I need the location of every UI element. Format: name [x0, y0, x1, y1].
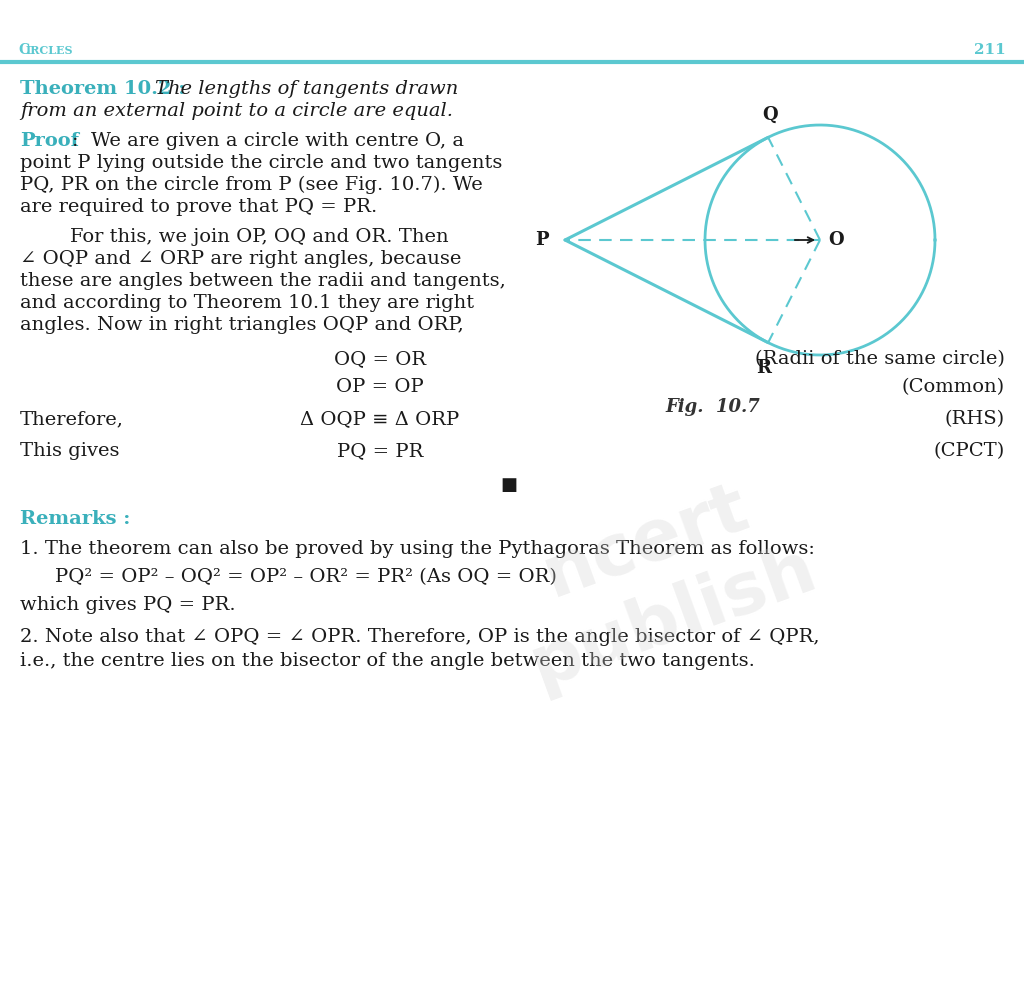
Text: Fig.  10.7: Fig. 10.7 [666, 398, 760, 416]
Text: :  We are given a circle with centre O, a: : We are given a circle with centre O, a [72, 132, 464, 150]
Text: and according to Theorem 10.1 they are right: and according to Theorem 10.1 they are r… [20, 294, 474, 312]
Text: 1. The theorem can also be proved by using the Pythagoras Theorem as follows:: 1. The theorem can also be proved by usi… [20, 540, 815, 558]
Text: i.e., the centre lies on the bisector of the angle between the two tangents.: i.e., the centre lies on the bisector of… [20, 652, 755, 670]
Text: PQ² = OP² – OQ² = OP² – OR² = PR² (As OQ = OR): PQ² = OP² – OQ² = OP² – OR² = PR² (As OQ… [55, 568, 557, 586]
Text: Δ OQP ≡ Δ ORP: Δ OQP ≡ Δ ORP [300, 410, 460, 428]
Text: which gives PQ = PR.: which gives PQ = PR. [20, 596, 236, 614]
Text: point P lying outside the circle and two tangents: point P lying outside the circle and two… [20, 154, 503, 172]
Text: ncert
publish: ncert publish [494, 459, 826, 701]
Text: (Radii of the same circle): (Radii of the same circle) [755, 350, 1005, 368]
Text: IRCLES: IRCLES [26, 45, 74, 55]
Text: Theorem 10.2 :: Theorem 10.2 : [20, 80, 193, 98]
Text: PQ, PR on the circle from P (see Fig. 10.7). We: PQ, PR on the circle from P (see Fig. 10… [20, 176, 482, 194]
Text: these are angles between the radii and tangents,: these are angles between the radii and t… [20, 272, 506, 290]
Text: 2. Note also that ∠ OPQ = ∠ OPR. Therefore, OP is the angle bisector of ∠ QPR,: 2. Note also that ∠ OPQ = ∠ OPR. Therefo… [20, 628, 819, 646]
Text: angles. Now in right triangles OQP and ORP,: angles. Now in right triangles OQP and O… [20, 316, 464, 334]
Text: (CPCT): (CPCT) [934, 442, 1005, 460]
Text: ■: ■ [500, 476, 517, 494]
Text: P: P [536, 231, 549, 249]
Text: Therefore,: Therefore, [20, 410, 124, 428]
Text: ∠ OQP and ∠ ORP are right angles, because: ∠ OQP and ∠ ORP are right angles, becaus… [20, 250, 462, 268]
Text: from an external point to a circle are equal.: from an external point to a circle are e… [20, 102, 453, 120]
Text: are required to prove that PQ = PR.: are required to prove that PQ = PR. [20, 198, 377, 216]
Text: R: R [756, 359, 771, 377]
Text: This gives: This gives [20, 442, 120, 460]
Text: (Common): (Common) [902, 378, 1005, 396]
Text: PQ = PR: PQ = PR [337, 442, 423, 460]
Text: Remarks :: Remarks : [20, 510, 130, 528]
Text: Proof: Proof [20, 132, 79, 150]
Text: The lengths of tangents drawn: The lengths of tangents drawn [155, 80, 459, 98]
Text: (RHS): (RHS) [945, 410, 1005, 428]
Text: OQ = OR: OQ = OR [334, 350, 426, 368]
Text: 211: 211 [974, 43, 1006, 57]
Text: For this, we join OP, OQ and OR. Then: For this, we join OP, OQ and OR. Then [20, 228, 449, 246]
Text: O: O [828, 231, 844, 249]
Text: OP = OP: OP = OP [336, 378, 424, 396]
Text: C: C [18, 43, 29, 57]
Text: Q: Q [762, 106, 778, 124]
